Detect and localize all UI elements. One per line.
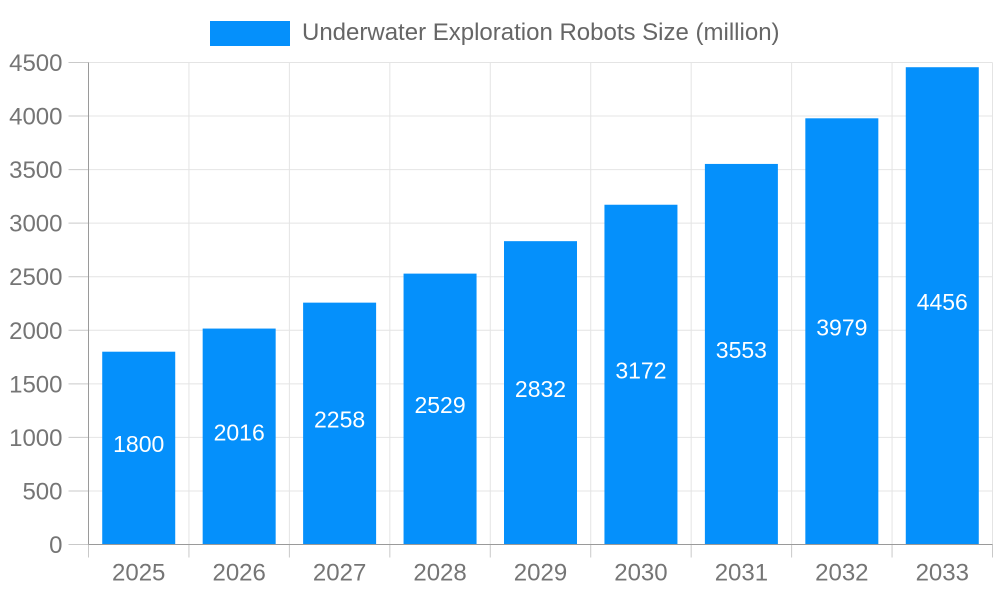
- x-axis-label: 2028: [413, 560, 466, 587]
- y-axis-label: 4000: [9, 104, 62, 131]
- y-axis-label: 2500: [9, 264, 62, 291]
- x-axis-label: 2025: [112, 560, 165, 587]
- bar-value-label: 2016: [214, 420, 265, 446]
- y-axis-label: 1000: [9, 425, 62, 452]
- bar-2027[interactable]: [303, 302, 377, 545]
- y-axis-label: 4500: [9, 50, 62, 77]
- y-axis-label: 1500: [9, 371, 62, 398]
- x-axis-label: 2031: [715, 560, 768, 587]
- bar-value-label: 2529: [414, 392, 465, 418]
- x-axis-label: 2026: [212, 560, 265, 587]
- bar-value-label: 3979: [816, 314, 867, 340]
- y-axis-label: 3000: [9, 211, 62, 238]
- legend-swatch: [210, 20, 290, 46]
- bar-value-label: 2258: [314, 407, 365, 433]
- x-axis-label: 2030: [614, 560, 667, 587]
- x-axis-label: 2033: [916, 560, 969, 587]
- y-axis-label: 2000: [9, 318, 62, 345]
- legend-item[interactable]: Underwater Exploration Robots Size (mill…: [210, 19, 780, 47]
- bar-2031[interactable]: [704, 163, 778, 545]
- bar-value-label: 3172: [615, 358, 666, 384]
- bar-value-label: 2832: [515, 376, 566, 402]
- bar-value-label: 1800: [113, 431, 164, 457]
- x-axis-label: 2032: [815, 560, 868, 587]
- y-axis-label: 500: [22, 478, 62, 505]
- legend-label: Underwater Exploration Robots Size (mill…: [302, 19, 780, 46]
- bar-2033[interactable]: [905, 67, 979, 545]
- y-axis-label: 3500: [9, 157, 62, 184]
- bar-2026[interactable]: [202, 328, 276, 545]
- x-axis-label: 2029: [514, 560, 567, 587]
- y-axis-label: 0: [49, 532, 62, 559]
- bar-2032[interactable]: [805, 118, 879, 545]
- bar-value-label: 3553: [716, 337, 767, 363]
- bar-2030[interactable]: [604, 204, 678, 545]
- bar-value-label: 4456: [917, 289, 968, 315]
- x-axis-label: 2027: [313, 560, 366, 587]
- bar-2029[interactable]: [504, 241, 577, 545]
- bar-2025[interactable]: [102, 351, 176, 545]
- bar-2028[interactable]: [403, 273, 477, 545]
